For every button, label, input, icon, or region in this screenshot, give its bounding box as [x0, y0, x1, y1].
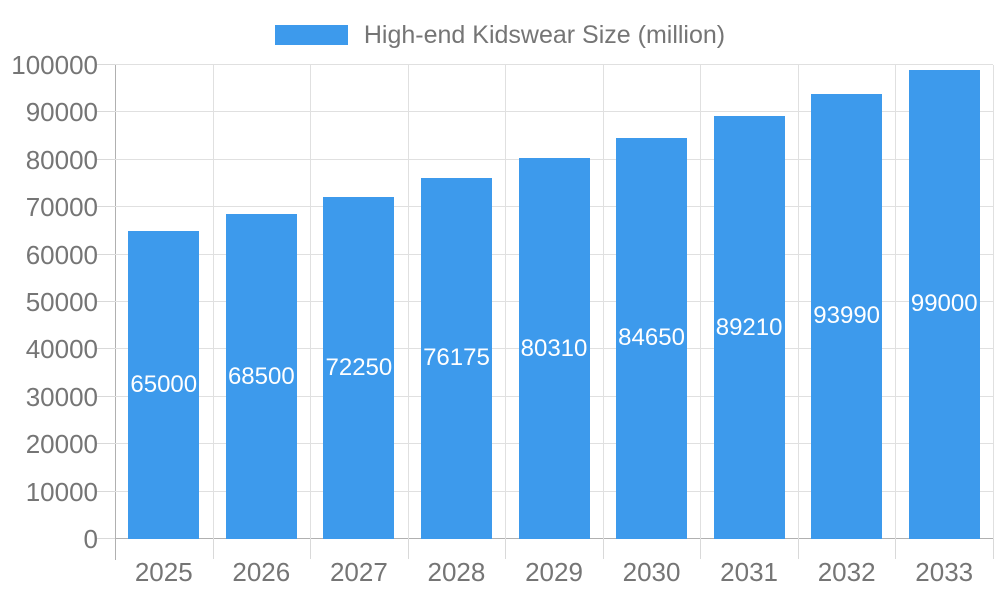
- y-axis-label: 0: [83, 524, 98, 554]
- gridline-vertical: [700, 65, 702, 539]
- y-axis-tick: [97, 206, 115, 208]
- y-axis-label: 50000: [25, 287, 98, 317]
- bar: 65000: [128, 230, 200, 539]
- x-axis-label: 2025: [134, 557, 193, 587]
- y-axis-tick: [97, 348, 115, 350]
- y-axis-label: 80000: [25, 144, 98, 175]
- x-axis-label: 2028: [427, 557, 486, 587]
- bar: 99000: [908, 69, 980, 539]
- gridline-vertical: [310, 65, 312, 539]
- x-axis-label: 2031: [720, 557, 779, 587]
- legend-swatch: [274, 25, 348, 45]
- bar: 72250: [323, 196, 395, 539]
- bar-value-label: 65000: [130, 370, 198, 398]
- gridline-vertical: [797, 65, 799, 539]
- bar-value-label: 89210: [715, 313, 783, 341]
- y-axis-tick: [97, 538, 115, 539]
- x-axis-label: 2026: [232, 557, 291, 587]
- gridline-vertical: [602, 65, 604, 539]
- x-axis-tick: [993, 539, 994, 559]
- bar: 68500: [225, 214, 297, 539]
- y-axis-label: 70000: [25, 192, 98, 223]
- y-axis-label: 30000: [25, 381, 98, 412]
- y-axis-tick: [97, 64, 115, 65]
- bar-value-label: 76175: [423, 344, 490, 372]
- bar: 89210: [713, 116, 785, 539]
- x-axis-tick: [212, 539, 214, 559]
- y-axis-tick: [97, 158, 115, 160]
- y-axis-tick: [97, 253, 115, 255]
- x-axis-tick: [407, 539, 409, 559]
- bar-value-label: 72250: [325, 353, 393, 381]
- y-axis-tick: [97, 301, 115, 302]
- gridline-horizontal: [115, 64, 993, 65]
- y-axis-label: 20000: [25, 429, 98, 460]
- y-axis-tick: [97, 395, 115, 397]
- bar: 84650: [616, 137, 688, 539]
- bar-value-label: 80310: [520, 334, 588, 362]
- gridline-vertical: [993, 65, 994, 539]
- y-axis-tick: [97, 111, 115, 113]
- x-axis-label: 2027: [329, 557, 388, 587]
- gridline-vertical: [212, 65, 214, 539]
- x-axis-tick: [797, 539, 799, 559]
- y-axis-line: [115, 65, 116, 560]
- gridline-vertical: [895, 65, 897, 539]
- y-axis-label: 10000: [25, 476, 98, 507]
- x-axis-tick: [895, 539, 897, 559]
- legend: High-end Kidswear Size (million): [0, 21, 1000, 49]
- bar: 76175: [420, 177, 492, 539]
- y-axis-label: 60000: [25, 239, 98, 270]
- gridline-vertical: [407, 65, 409, 539]
- y-axis-label: 90000: [25, 97, 98, 128]
- plot-area: 0 10000 20000 30000 40000 50000 60000 70000 8000…: [11, 52, 994, 585]
- y-axis-label: 40000: [25, 334, 98, 365]
- y-axis-tick: [97, 443, 115, 445]
- x-axis-tick: [602, 539, 604, 559]
- gridline-horizontal: [115, 111, 993, 113]
- bar-value-label: 68500: [227, 362, 295, 390]
- bar-value-label: 99000: [910, 290, 978, 318]
- x-axis-tick: [505, 539, 507, 559]
- bar: 80310: [518, 158, 590, 539]
- bar-value-label: 84650: [618, 324, 685, 352]
- bar: 93990: [811, 93, 883, 539]
- bar-value-label: 93990: [813, 302, 881, 330]
- x-axis-label: 2030: [622, 557, 681, 587]
- x-axis-label: 2029: [525, 557, 583, 587]
- y-axis-label: 100000: [11, 50, 98, 80]
- legend-label: High-end Kidswear Size (million): [363, 21, 726, 49]
- x-axis-tick: [310, 539, 312, 559]
- gridline-vertical: [505, 65, 507, 539]
- y-axis-tick: [97, 490, 115, 492]
- x-axis-label: 2033: [915, 557, 974, 587]
- x-axis-label: 2032: [817, 557, 876, 587]
- x-axis-tick: [700, 539, 702, 559]
